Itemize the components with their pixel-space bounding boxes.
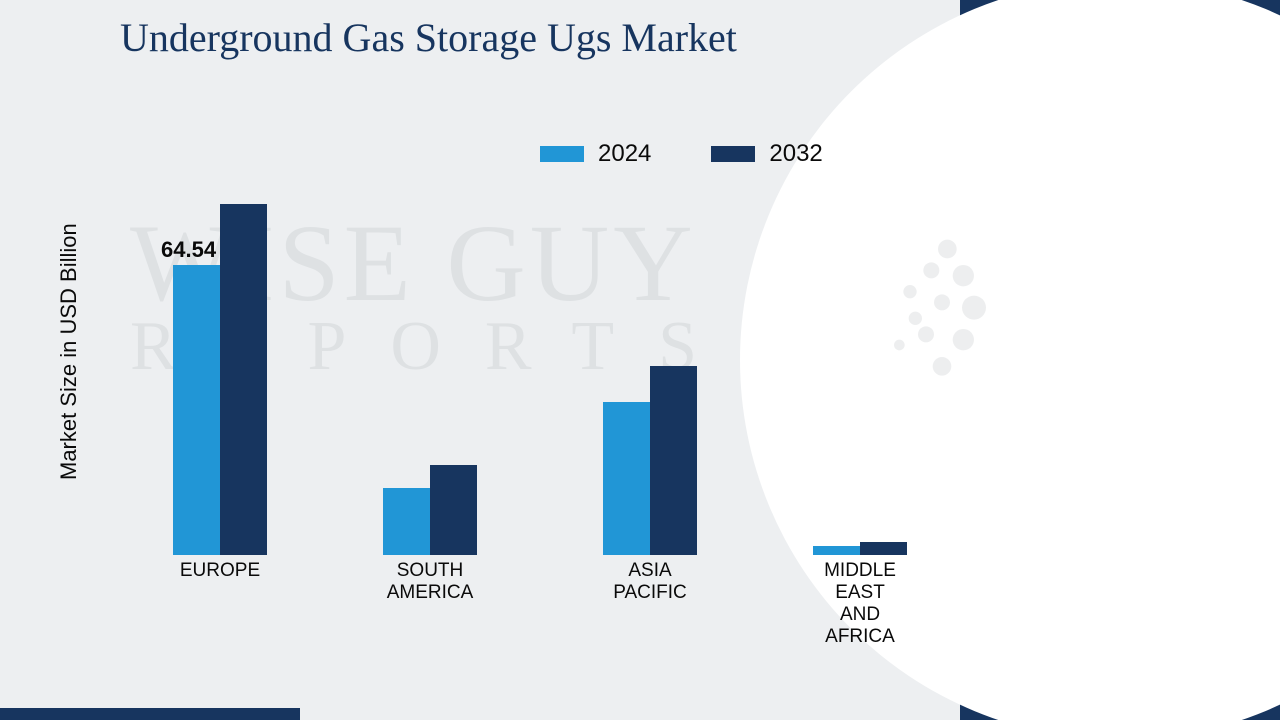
bar <box>860 542 907 555</box>
legend-label-2024: 2024 <box>598 140 651 168</box>
legend-item-2024: 2024 <box>540 140 651 168</box>
bar <box>650 366 697 555</box>
bar <box>430 465 477 555</box>
legend-label-2032: 2032 <box>769 140 822 168</box>
chart-canvas: WISE GUY R E P O R T S Underground Gas S… <box>0 0 1280 720</box>
footer-strip <box>0 708 300 720</box>
legend-swatch-2032 <box>711 146 755 162</box>
bar-group <box>383 465 477 555</box>
x-axis-label: ASIAPACIFIC <box>590 560 710 604</box>
logo-line-1: WISE GUY <box>1023 18 1258 60</box>
brand-logo: WISE GUY R E P O R T S <box>1023 18 1258 79</box>
bar <box>220 204 267 555</box>
chart-title: Underground Gas Storage Ugs Market <box>120 14 737 61</box>
bar <box>173 265 220 555</box>
bar <box>603 402 650 555</box>
plot-area <box>140 195 960 555</box>
x-axis-label: MIDDLEEASTANDAFRICA <box>800 560 920 647</box>
x-axis-label: EUROPE <box>160 560 280 582</box>
bar-group <box>603 366 697 555</box>
legend-item-2032: 2032 <box>711 140 822 168</box>
value-label: 64.54 <box>161 237 216 263</box>
logo-line-2: R E P O R T S <box>1023 58 1258 79</box>
legend: 2024 2032 <box>540 140 823 168</box>
bar <box>813 546 860 555</box>
bar <box>383 488 430 556</box>
bar-group <box>813 542 907 555</box>
x-axis-label: SOUTHAMERICA <box>370 560 490 604</box>
legend-swatch-2024 <box>540 146 584 162</box>
y-axis-label: Market Size in USD Billion <box>56 223 82 480</box>
